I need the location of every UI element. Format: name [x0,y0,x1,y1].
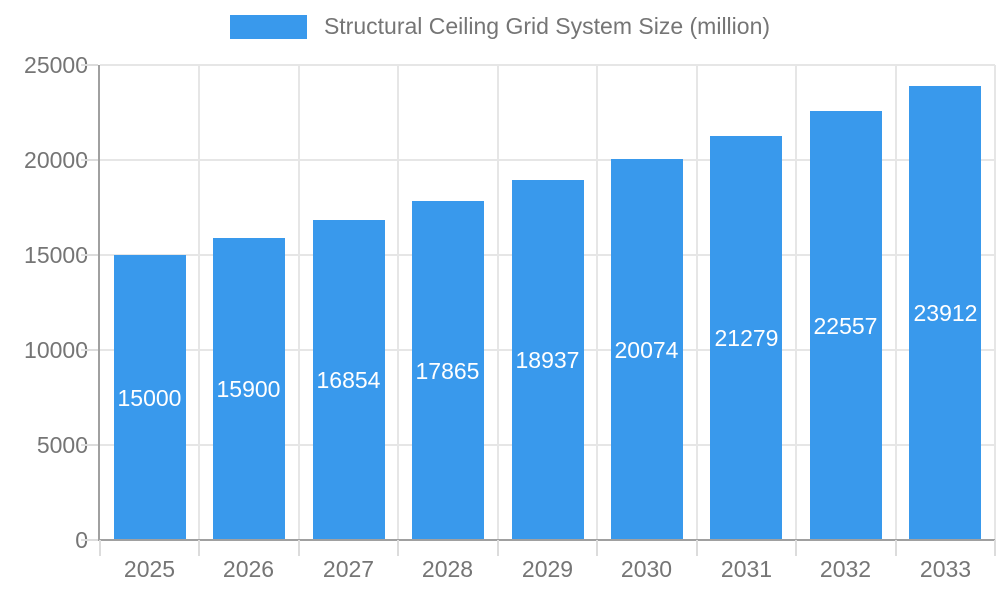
gridline-vertical [198,65,200,540]
gridline-vertical [795,65,797,540]
x-axis-tick-label: 2027 [322,556,375,582]
gridline-horizontal [100,159,995,161]
bar-2028[interactable] [412,201,484,540]
x-axis-tick-label: 2033 [919,556,972,582]
x-axis-line [98,539,995,541]
y-axis-tick-label: 15000 [24,242,88,268]
x-axis-tick [696,540,698,556]
y-axis-tick-label: 25000 [24,52,88,78]
bar-value-label: 18937 [515,347,580,373]
bar-value-label: 17865 [415,358,480,384]
x-axis-tick-label: 2029 [521,556,574,582]
gridline-vertical [298,65,300,540]
gridline-horizontal [100,64,995,66]
bar-2031[interactable] [710,136,782,540]
bar-value-label: 22557 [813,313,878,339]
x-axis-tick-label: 2031 [720,556,773,582]
legend-swatch [229,14,307,39]
y-axis-tick-label: 0 [0,527,88,553]
bar-2027[interactable] [313,220,385,540]
bar-2030[interactable] [611,159,683,540]
bar-value-label: 16854 [316,367,381,393]
gridline-vertical [397,65,399,540]
x-axis-tick-label: 2028 [421,556,474,582]
y-axis-tick [81,159,98,161]
x-axis-tick [895,540,897,556]
plot-area: 15000 15900 16854 17865 18937 20074 21279 22557… [100,64,996,540]
x-axis-tick [397,540,399,556]
bar-2032[interactable] [810,111,882,540]
bar-2026[interactable] [213,238,285,540]
y-axis-tick [81,64,98,66]
y-axis-tick [81,444,98,446]
x-axis-tick-label: 2030 [620,556,673,582]
bar-value-label: 21279 [714,325,779,351]
x-axis-tick [596,540,598,556]
gridline-vertical [696,65,698,540]
y-axis-line [98,65,100,540]
chart-legend[interactable]: Structural Ceiling Grid System Size (mil… [0,13,1000,40]
y-axis-tick [81,254,98,256]
bar-value-label: 20074 [614,337,679,363]
gridline-vertical [596,65,598,540]
x-axis-tick [198,540,200,556]
x-axis-tick [298,540,300,556]
bar-2033[interactable] [909,86,981,540]
bar-value-label: 15900 [216,376,281,402]
x-axis-tick [795,540,797,556]
x-axis-tick-label: 2025 [123,556,176,582]
bar-value-label: 15000 [117,385,182,411]
gridline-vertical [994,65,996,540]
y-axis-tick-label: 20000 [24,147,88,173]
x-axis-tick [994,540,996,556]
x-axis-tick-label: 2026 [222,556,275,582]
y-axis-tick [81,539,98,541]
y-axis-tick-label: 10000 [24,337,88,363]
bar-2025[interactable] [114,255,186,540]
bar-value-label: 23912 [913,300,978,326]
gridline-vertical [497,65,499,540]
x-axis-tick [497,540,499,556]
x-axis-tick [99,540,101,556]
legend-label: Structural Ceiling Grid System Size (mil… [323,13,771,39]
y-axis-tick [81,349,98,351]
y-axis-tick-label: 5000 [36,432,88,458]
bar-2029[interactable] [512,180,584,540]
gridline-vertical [895,65,897,540]
x-axis-tick-label: 2032 [819,556,872,582]
